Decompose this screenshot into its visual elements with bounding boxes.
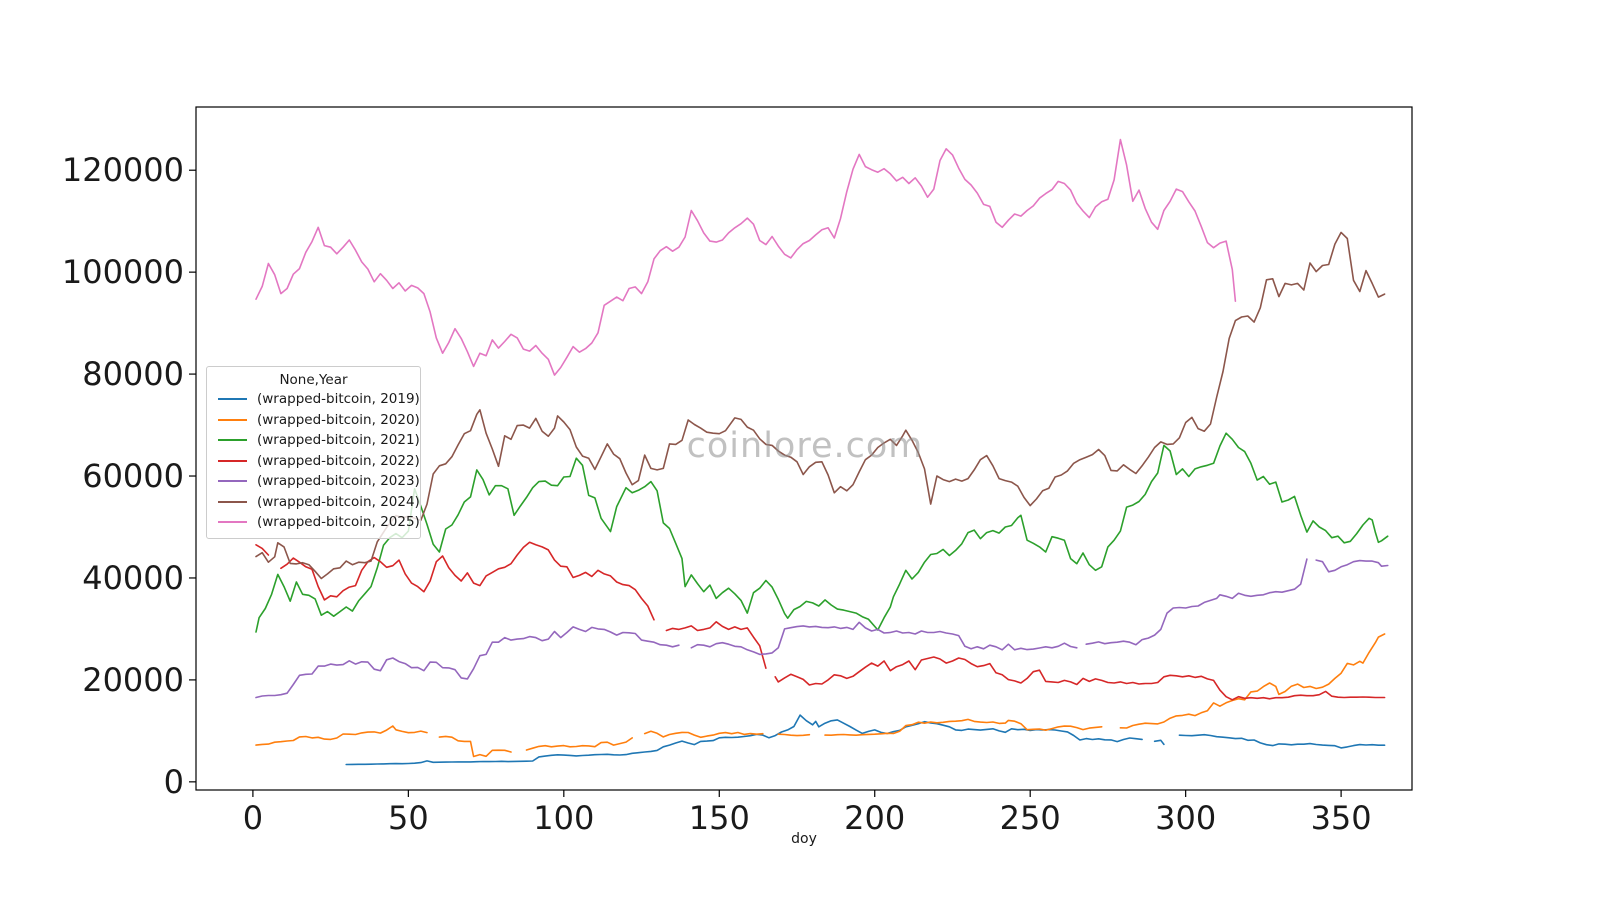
series-line-2024	[255, 231, 1386, 580]
legend-title: None,Year	[279, 372, 348, 388]
legend-entry: (wrapped-bitcoin, 2020)	[216, 410, 420, 431]
legend-entry: (wrapped-bitcoin, 2021)	[216, 430, 420, 451]
series-line-2023	[255, 558, 1389, 699]
y-tick-label: 100000	[61, 253, 184, 292]
series-line-2019	[345, 714, 1386, 766]
watermark: coinlore.com	[686, 426, 924, 466]
x-tick-label: 250	[999, 799, 1061, 837]
legend-line-swatch	[218, 521, 247, 524]
axes-frame	[195, 106, 1413, 791]
y-tick-label: 40000	[82, 558, 184, 597]
legend-entry-label: (wrapped-bitcoin, 2023)	[257, 473, 420, 490]
x-tick-label: 0	[242, 799, 264, 837]
legend-line-swatch	[218, 480, 247, 483]
legend-line-swatch	[218, 398, 247, 401]
x-tick-label: 100	[533, 799, 595, 837]
x-tick-label: 50	[387, 799, 429, 837]
x-tick-label: 350	[1310, 799, 1372, 837]
y-tick-label: 80000	[82, 355, 184, 394]
legend-entry: (wrapped-bitcoin, 2023)	[216, 471, 420, 492]
x-axis-label: doy	[791, 831, 817, 847]
series-line-2022	[255, 541, 1386, 701]
legend-entry: (wrapped-bitcoin, 2019)	[216, 389, 420, 410]
legend-entry: (wrapped-bitcoin, 2022)	[216, 451, 420, 472]
legend: None,Year (wrapped-bitcoin, 2019) (wrappe…	[206, 366, 421, 539]
y-tick-label: 60000	[82, 457, 184, 496]
legend-entry-label: (wrapped-bitcoin, 2019)	[257, 391, 420, 408]
legend-entry-label: (wrapped-bitcoin, 2024)	[257, 493, 420, 510]
legend-line-swatch	[218, 459, 247, 462]
legend-entry: (wrapped-bitcoin, 2025)	[216, 512, 420, 533]
y-tick-label: 120000	[61, 151, 184, 190]
legend-line-swatch	[218, 500, 247, 503]
legend-line-swatch	[218, 439, 247, 442]
x-tick-label: 200	[844, 799, 906, 837]
legend-entry-label: (wrapped-bitcoin, 2021)	[257, 432, 420, 449]
x-tick-label: 300	[1155, 799, 1217, 837]
legend-entry-label: (wrapped-bitcoin, 2020)	[257, 411, 420, 428]
series-line-2021	[255, 432, 1389, 633]
legend-entries: (wrapped-bitcoin, 2019) (wrapped-bitcoin,…	[216, 389, 420, 533]
legend-entry: (wrapped-bitcoin, 2024)	[216, 492, 420, 513]
legend-entry-label: (wrapped-bitcoin, 2025)	[257, 514, 420, 531]
y-tick-label: 20000	[82, 660, 184, 699]
legend-entry-label: (wrapped-bitcoin, 2022)	[257, 452, 420, 469]
y-tick-label: 0	[163, 762, 184, 801]
series-line-2020	[255, 633, 1386, 758]
series-line-2025	[255, 138, 1237, 376]
legend-line-swatch	[218, 418, 247, 421]
x-tick-label: 150	[688, 799, 750, 837]
